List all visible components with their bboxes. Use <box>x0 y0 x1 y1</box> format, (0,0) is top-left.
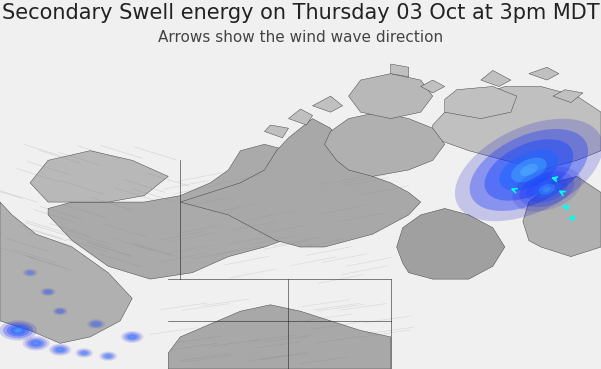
Ellipse shape <box>543 187 551 192</box>
Ellipse shape <box>33 342 39 345</box>
Ellipse shape <box>26 270 34 275</box>
Ellipse shape <box>81 351 88 355</box>
Ellipse shape <box>519 171 575 207</box>
Polygon shape <box>481 70 511 86</box>
Ellipse shape <box>105 354 112 358</box>
Ellipse shape <box>511 158 547 182</box>
Polygon shape <box>529 67 559 80</box>
Ellipse shape <box>46 291 50 293</box>
Ellipse shape <box>51 345 69 355</box>
Ellipse shape <box>0 320 37 341</box>
Ellipse shape <box>44 290 52 294</box>
Ellipse shape <box>54 308 66 314</box>
Polygon shape <box>553 90 583 103</box>
Ellipse shape <box>128 334 136 339</box>
Ellipse shape <box>77 349 91 357</box>
Text: Secondary Swell energy on Thursday 03 Oct at 3pm MDT: Secondary Swell energy on Thursday 03 Oc… <box>2 3 599 24</box>
Ellipse shape <box>95 324 97 325</box>
Ellipse shape <box>11 327 25 334</box>
Ellipse shape <box>42 289 54 295</box>
Ellipse shape <box>47 292 49 293</box>
Ellipse shape <box>58 310 62 312</box>
Ellipse shape <box>538 184 555 194</box>
Ellipse shape <box>45 290 51 294</box>
Polygon shape <box>264 125 288 138</box>
Ellipse shape <box>16 329 20 332</box>
Ellipse shape <box>499 149 558 190</box>
Ellipse shape <box>3 323 33 338</box>
Ellipse shape <box>57 310 63 313</box>
Ellipse shape <box>107 356 109 357</box>
Ellipse shape <box>520 164 538 176</box>
Ellipse shape <box>59 349 61 351</box>
Ellipse shape <box>83 352 85 354</box>
Ellipse shape <box>131 336 133 338</box>
Ellipse shape <box>7 324 29 337</box>
Text: Arrows show the wind wave direction: Arrows show the wind wave direction <box>158 30 443 45</box>
Ellipse shape <box>130 335 135 338</box>
Ellipse shape <box>93 322 100 326</box>
Polygon shape <box>349 74 433 118</box>
Ellipse shape <box>103 353 114 359</box>
Ellipse shape <box>27 271 33 274</box>
Ellipse shape <box>89 320 103 328</box>
Polygon shape <box>168 305 391 369</box>
Ellipse shape <box>28 339 44 348</box>
Ellipse shape <box>526 176 567 203</box>
Ellipse shape <box>99 351 117 361</box>
Ellipse shape <box>23 336 49 351</box>
Polygon shape <box>421 80 445 93</box>
Ellipse shape <box>31 341 41 346</box>
Polygon shape <box>30 151 168 202</box>
Ellipse shape <box>484 139 573 201</box>
Ellipse shape <box>59 311 61 312</box>
Polygon shape <box>48 144 361 279</box>
Polygon shape <box>391 64 409 77</box>
Ellipse shape <box>53 307 67 315</box>
Ellipse shape <box>41 288 55 296</box>
Polygon shape <box>313 96 343 112</box>
Ellipse shape <box>101 352 115 360</box>
Ellipse shape <box>14 328 22 333</box>
Ellipse shape <box>533 180 561 198</box>
Ellipse shape <box>29 272 31 273</box>
Polygon shape <box>523 176 601 257</box>
Ellipse shape <box>470 129 588 211</box>
Ellipse shape <box>91 321 102 327</box>
Polygon shape <box>180 118 421 247</box>
Ellipse shape <box>94 323 99 325</box>
Ellipse shape <box>123 332 141 342</box>
Ellipse shape <box>82 352 87 354</box>
Ellipse shape <box>58 348 63 351</box>
Ellipse shape <box>25 338 47 349</box>
Ellipse shape <box>513 167 581 211</box>
Ellipse shape <box>455 119 601 221</box>
Ellipse shape <box>56 347 64 352</box>
Polygon shape <box>445 86 517 118</box>
Ellipse shape <box>75 348 93 358</box>
Polygon shape <box>0 202 132 343</box>
Ellipse shape <box>87 319 105 329</box>
Ellipse shape <box>106 355 111 357</box>
Polygon shape <box>288 109 313 125</box>
Polygon shape <box>325 112 445 176</box>
Ellipse shape <box>53 346 67 354</box>
Ellipse shape <box>24 269 36 276</box>
Polygon shape <box>433 86 601 170</box>
Ellipse shape <box>49 344 72 356</box>
Ellipse shape <box>34 342 38 344</box>
Ellipse shape <box>23 269 37 277</box>
Ellipse shape <box>121 331 144 343</box>
Ellipse shape <box>126 333 139 341</box>
Polygon shape <box>397 208 505 279</box>
Ellipse shape <box>28 272 32 274</box>
Ellipse shape <box>79 350 90 356</box>
Ellipse shape <box>56 309 64 314</box>
